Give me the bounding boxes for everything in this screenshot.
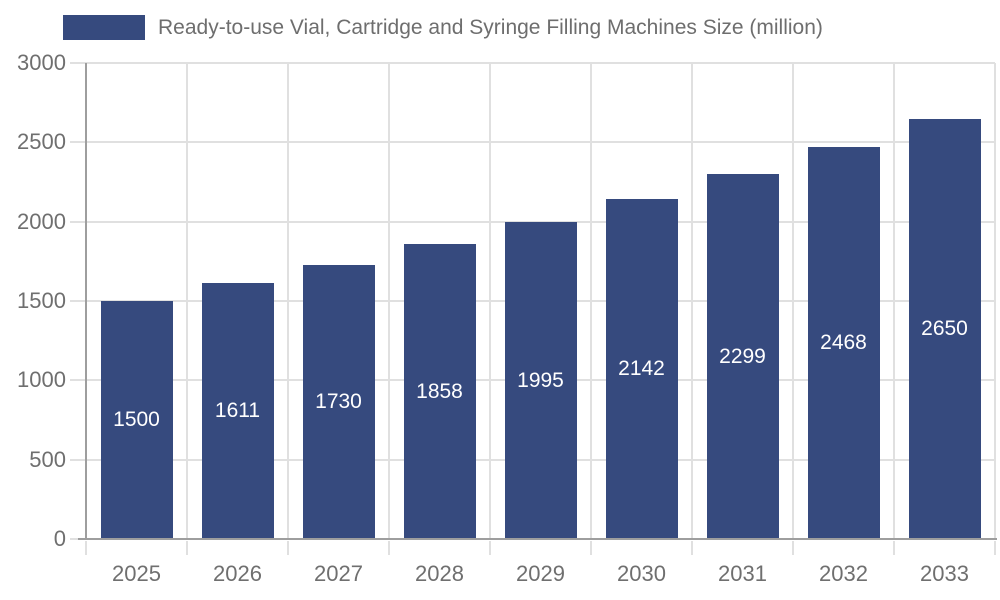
y-axis-tick [70, 62, 86, 64]
bar-value-label: 2650 [921, 316, 968, 340]
bar-value-label: 1858 [416, 379, 463, 403]
x-axis-tick [186, 541, 188, 555]
y-axis-tick-label: 1500 [17, 288, 66, 313]
x-axis-tick [691, 541, 693, 555]
legend-item[interactable]: Ready-to-use Vial, Cartridge and Syringe… [63, 15, 823, 40]
gridline-horizontal [86, 62, 995, 64]
x-axis-tick [893, 541, 895, 555]
y-axis-tick-label: 1000 [17, 367, 66, 393]
x-axis-tick [590, 541, 592, 555]
x-axis-tick-label: 2028 [415, 561, 464, 586]
gridline-vertical [994, 63, 996, 539]
x-axis-tick-label: 2033 [920, 561, 969, 586]
bar-value-label: 1500 [113, 408, 160, 431]
bar[interactable]: 1995 [504, 222, 577, 538]
x-axis-tick-label: 2030 [617, 561, 666, 586]
y-axis-tick [70, 300, 86, 302]
gridline-horizontal [86, 141, 995, 144]
y-axis-tick-label: 0 [53, 526, 66, 551]
bar-value-label: 1730 [315, 389, 362, 413]
bar[interactable]: 2468 [807, 147, 880, 538]
bar[interactable]: 1730 [302, 264, 375, 538]
bar[interactable]: 1500 [100, 301, 173, 538]
bar[interactable]: 2299 [706, 174, 779, 538]
x-axis-tick [792, 541, 794, 555]
y-axis-tick [70, 141, 86, 144]
y-axis-tick-label: 500 [29, 446, 66, 472]
gridline-vertical [186, 63, 188, 539]
bar-value-label: 1995 [517, 368, 564, 392]
x-axis-tick-label: 2029 [516, 561, 565, 586]
x-axis-tick-label: 2027 [314, 561, 363, 586]
x-axis-tick-label: 2025 [112, 561, 161, 586]
x-axis-tick-label: 2026 [213, 561, 262, 586]
legend-label: Ready-to-use Vial, Cartridge and Syringe… [158, 15, 823, 39]
gridline-vertical [893, 63, 895, 539]
x-axis-tick-label: 2031 [718, 561, 767, 586]
y-axis-tick-label: 2500 [17, 129, 66, 155]
gridline-vertical [489, 63, 491, 539]
gridline-vertical [590, 63, 592, 539]
y-axis-tick [70, 220, 86, 223]
bar-value-label: 2299 [719, 344, 766, 368]
x-axis-tick [85, 541, 87, 555]
bar[interactable]: 1858 [403, 244, 476, 538]
bar-value-label: 1611 [214, 399, 261, 423]
y-axis-tick-label: 3000 [17, 50, 66, 75]
gridline-vertical [792, 63, 794, 539]
x-axis-tick [489, 541, 491, 555]
y-axis-tick [70, 379, 86, 382]
bar-value-label: 2142 [618, 357, 665, 381]
gridline-horizontal [86, 220, 995, 223]
y-axis-tick [70, 458, 86, 461]
bar[interactable]: 1611 [201, 283, 274, 538]
y-axis-line [85, 63, 87, 539]
bar[interactable]: 2142 [605, 199, 678, 538]
y-axis-tick-label: 2000 [17, 208, 66, 234]
gridline-vertical [287, 63, 289, 539]
x-axis-tick [388, 541, 390, 555]
x-axis-tick [994, 541, 996, 555]
bar-value-label: 2468 [820, 331, 867, 355]
x-axis-tick [287, 541, 289, 555]
x-axis-tick-label: 2032 [819, 561, 868, 586]
x-axis-line [78, 538, 997, 540]
bar[interactable]: 2650 [908, 118, 981, 538]
gridline-vertical [388, 63, 390, 539]
gridline-vertical [691, 63, 693, 539]
legend-swatch-icon [63, 15, 145, 40]
